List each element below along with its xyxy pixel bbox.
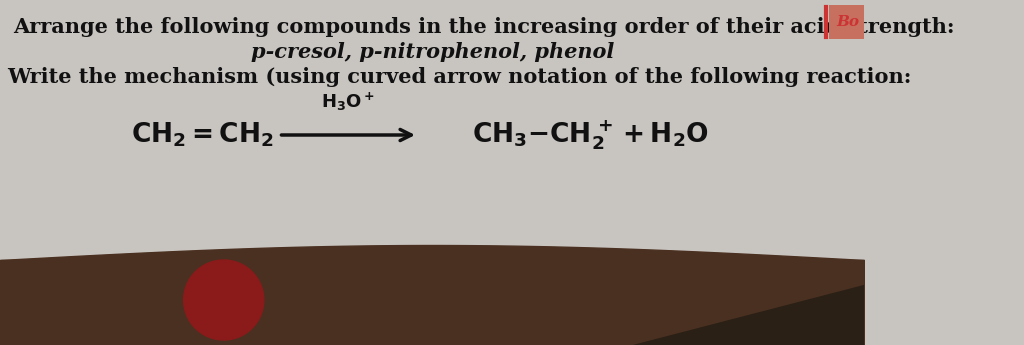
Text: Arrange the following compounds in the increasing order of their acid strength:: Arrange the following compounds in the i…: [12, 17, 954, 37]
Polygon shape: [0, 260, 864, 345]
Text: Write the mechanism (using curved arrow notation of the following reaction:: Write the mechanism (using curved arrow …: [7, 67, 911, 87]
Text: $\mathbf{CH_2{=}CH_2}$: $\mathbf{CH_2{=}CH_2}$: [131, 121, 273, 149]
FancyBboxPatch shape: [829, 5, 866, 39]
Text: $\mathbf{CH_3{-}CH_2^{\,+} + H_2O}$: $\mathbf{CH_3{-}CH_2^{\,+} + H_2O}$: [472, 118, 710, 152]
Ellipse shape: [183, 260, 264, 340]
Polygon shape: [633, 285, 864, 345]
Text: Bo: Bo: [836, 15, 859, 29]
Text: p-cresol, p-nitrophenol, phenol: p-cresol, p-nitrophenol, phenol: [251, 42, 613, 62]
Text: $\mathbf{H_3O^+}$: $\mathbf{H_3O^+}$: [322, 91, 375, 113]
